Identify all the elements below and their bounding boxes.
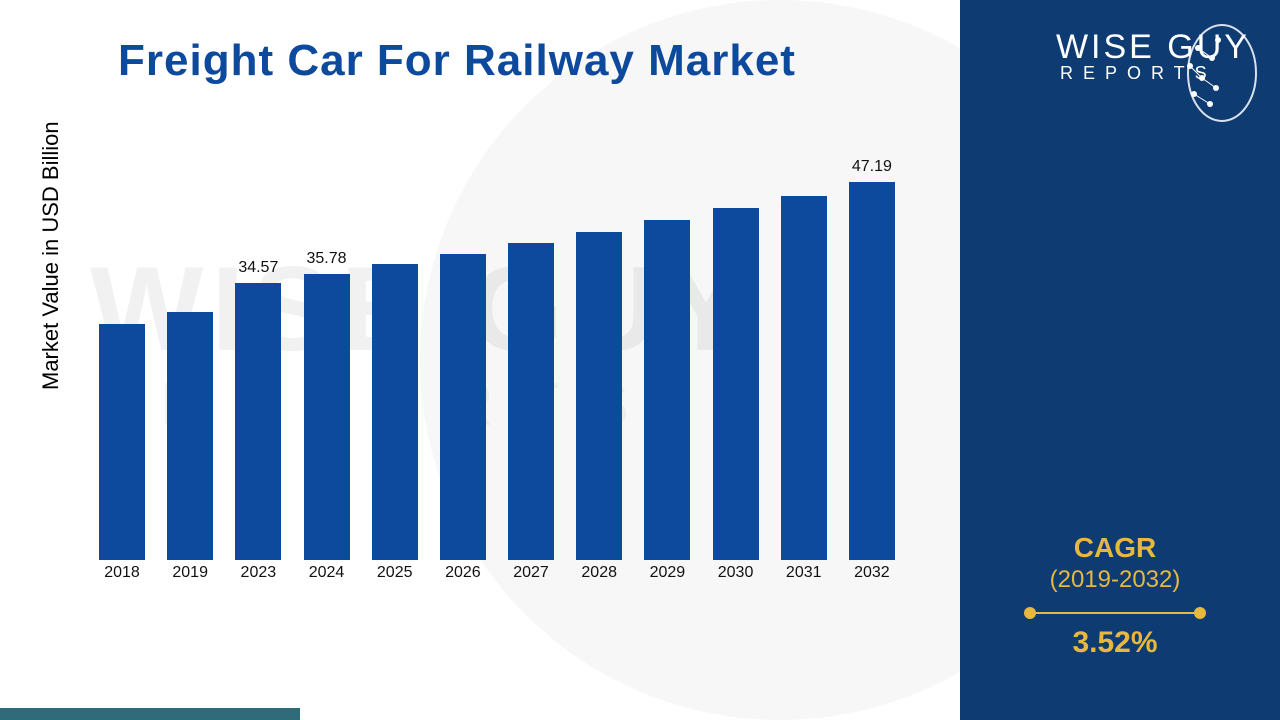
x-axis-tick: 2019 <box>160 564 220 582</box>
bar-value-label: 35.78 <box>306 250 346 268</box>
cagr-divider <box>1030 612 1200 614</box>
logo-text-line1: WISE GUY <box>1056 28 1250 67</box>
x-axis-tick: 2032 <box>842 564 902 582</box>
bar-slot <box>706 202 766 560</box>
x-axis-tick: 2030 <box>706 564 766 582</box>
bar <box>781 196 827 560</box>
footer-accent-bar <box>0 708 300 720</box>
bar-slot <box>160 306 220 560</box>
bar-slot <box>501 237 561 560</box>
cagr-title: CAGR <box>1010 532 1220 564</box>
cagr-period: (2019-2032) <box>1010 566 1220 594</box>
bar <box>99 324 145 560</box>
bar-slot <box>433 248 493 560</box>
x-axis-tick: 2031 <box>774 564 834 582</box>
bar <box>576 232 622 560</box>
bar <box>235 283 281 560</box>
brand-logo: WISE GUY REPORTS <box>1056 28 1250 84</box>
x-axis-tick: 2028 <box>569 564 629 582</box>
bar-value-label: 47.19 <box>852 158 892 176</box>
bar <box>167 312 213 560</box>
bar <box>508 243 554 560</box>
x-axis-tick: 2023 <box>228 564 288 582</box>
bar-slot <box>92 318 152 560</box>
x-axis-tick: 2027 <box>501 564 561 582</box>
bar <box>440 254 486 560</box>
cagr-value: 3.52% <box>1010 626 1220 660</box>
bar <box>304 274 350 560</box>
bar-slot <box>569 226 629 560</box>
chart-title: Freight Car For Railway Market <box>118 36 796 86</box>
x-axis-tick: 2024 <box>297 564 357 582</box>
bar-slot: 35.78 <box>297 250 357 560</box>
bar-value-label: 34.57 <box>238 259 278 277</box>
x-axis-tick: 2025 <box>365 564 425 582</box>
bar-slot: 47.19 <box>842 158 902 560</box>
cagr-panel: CAGR (2019-2032) 3.52% <box>1010 532 1220 660</box>
bar <box>713 208 759 560</box>
bar-chart: 34.57 35.78 47.19 2018 2019 2023 2024 2025 2026… <box>72 160 902 590</box>
y-axis-label: Market Value in USD Billion <box>38 121 64 390</box>
bar-slot <box>637 214 697 560</box>
bar-slot <box>365 258 425 560</box>
bar <box>849 182 895 560</box>
bar <box>372 264 418 560</box>
x-axis-tick: 2026 <box>433 564 493 582</box>
bar <box>644 220 690 560</box>
bar-slot <box>774 190 834 560</box>
x-axis-tick: 2029 <box>637 564 697 582</box>
x-axis-tick: 2018 <box>92 564 152 582</box>
infographic-canvas: WISE GUY REPORTS Freight Car For Railway… <box>0 0 1280 720</box>
bar-slot: 34.57 <box>228 259 288 560</box>
